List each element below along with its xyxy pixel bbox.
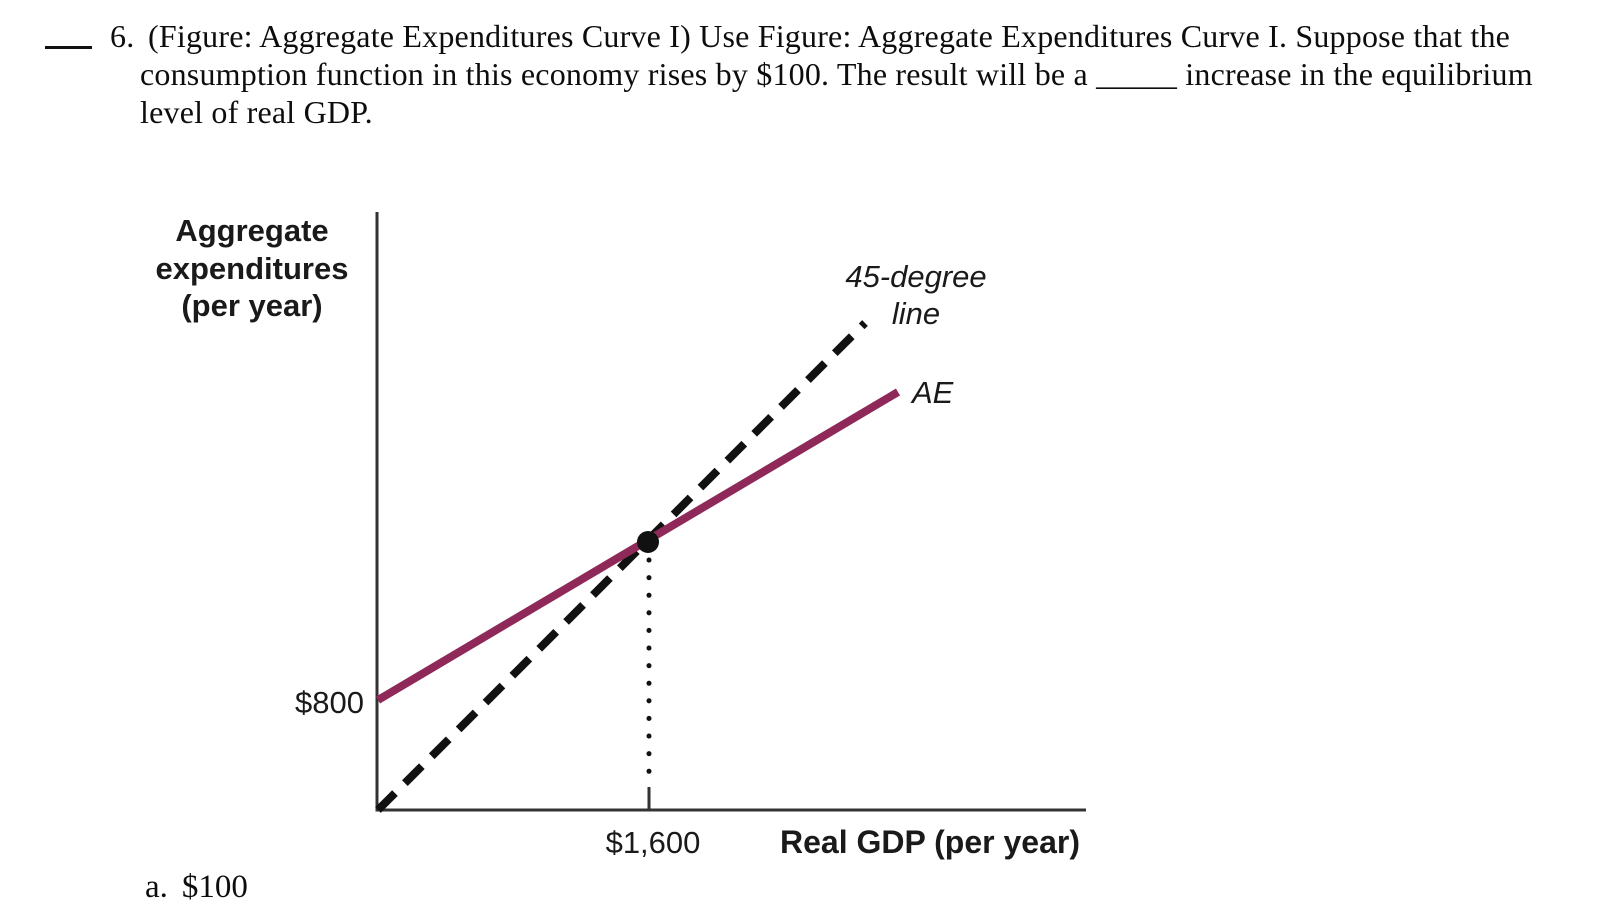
option-a-value: $100 (181, 869, 248, 905)
45-degree-line (375, 320, 868, 813)
equilibrium-point (637, 531, 659, 553)
option-a-partial: a. $100 (145, 869, 248, 906)
y-axis-label-line-1: Aggregate (175, 213, 328, 248)
aggregate-expenditures-figure: Aggregate expenditures (per year) $800 $… (156, 212, 1086, 860)
question-text-line-3: level of real GDP. (140, 94, 373, 130)
y-axis-label-line-2: expenditures (156, 251, 349, 286)
answer-blank-line (45, 46, 92, 49)
y-axis-label-line-3: (per year) (181, 288, 322, 323)
question-text-line-1: (Figure: Aggregate Expenditures Curve I)… (148, 18, 1511, 54)
ae-intercept-label: $800 (295, 685, 364, 720)
ae-label: AE (910, 375, 954, 410)
question-number: 6. (110, 18, 135, 54)
45-degree-label-line-1: 45-degree (845, 259, 986, 294)
question-text-line-2: consumption function in this economy ris… (140, 56, 1533, 92)
option-a-letter: a. (145, 869, 168, 905)
45-degree-label-line-2: line (892, 296, 940, 331)
x-axis-label: Real GDP (per year) (780, 824, 1080, 860)
equilibrium-gdp-label: $1,600 (606, 825, 701, 860)
